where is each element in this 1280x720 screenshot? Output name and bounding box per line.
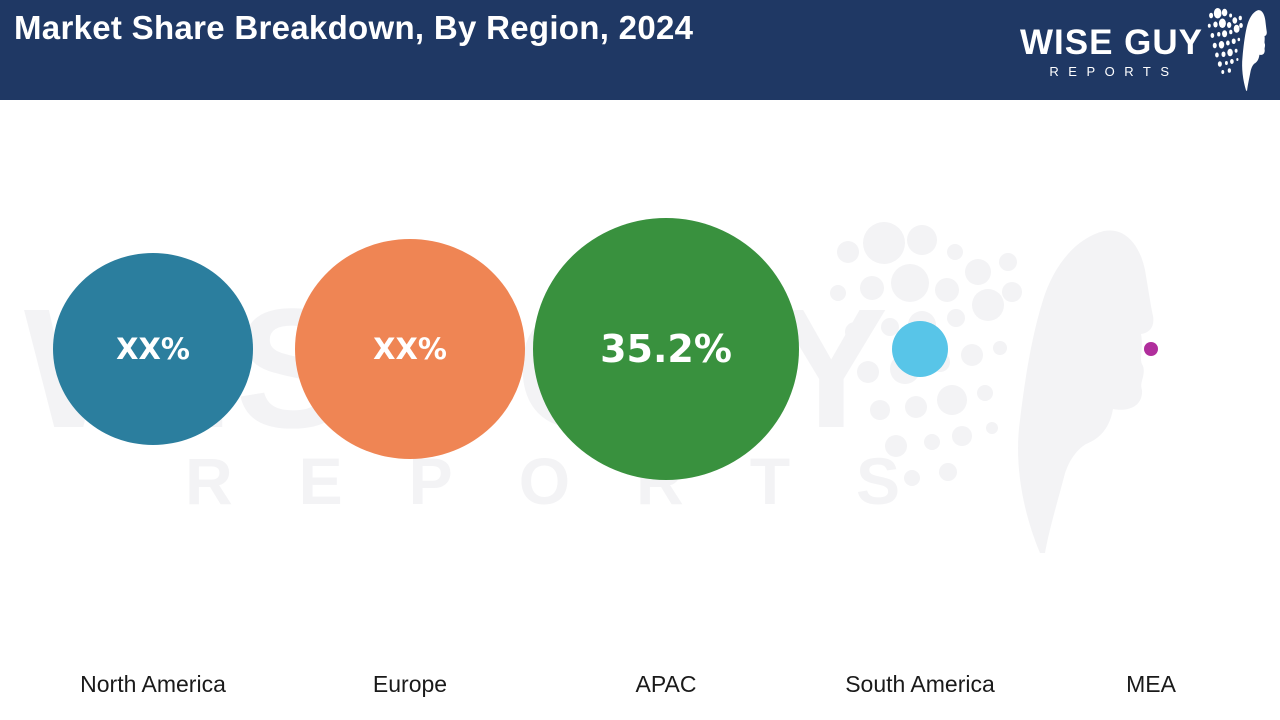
brand-subtitle: REPORTS (1049, 63, 1179, 79)
brand-name: WISE GUY (1019, 22, 1203, 62)
bubble-value-north-america: XX% (116, 332, 190, 366)
category-label-mea: MEA (1126, 671, 1176, 697)
bubble-south-america (892, 321, 948, 377)
bubble-mea (1144, 342, 1158, 356)
bubble-north-america: XX% (53, 253, 253, 445)
category-label-north-america: North America (80, 671, 226, 697)
bubble-value-apac: 35.2% (600, 327, 732, 371)
brand-logo: WISE GUY REPORTS (1020, 4, 1268, 96)
bubble-europe: XX% (295, 239, 525, 459)
page-title: Market Share Breakdown, By Region, 2024 (14, 9, 694, 46)
brand-head-icon (1207, 8, 1267, 91)
bubble-apac: 35.2% (533, 218, 799, 480)
category-label-apac: APAC (635, 671, 697, 697)
header: Market Share Breakdown, By Region, 2024 … (0, 0, 1280, 100)
brand-logo-text: WISE GUY REPORTS (1020, 25, 1203, 78)
bubble-value-europe: XX% (373, 332, 447, 366)
category-label-south-america: South America (845, 671, 995, 697)
watermark-sub-text: REPORTS (185, 444, 966, 518)
category-label-europe: Europe (372, 671, 448, 697)
